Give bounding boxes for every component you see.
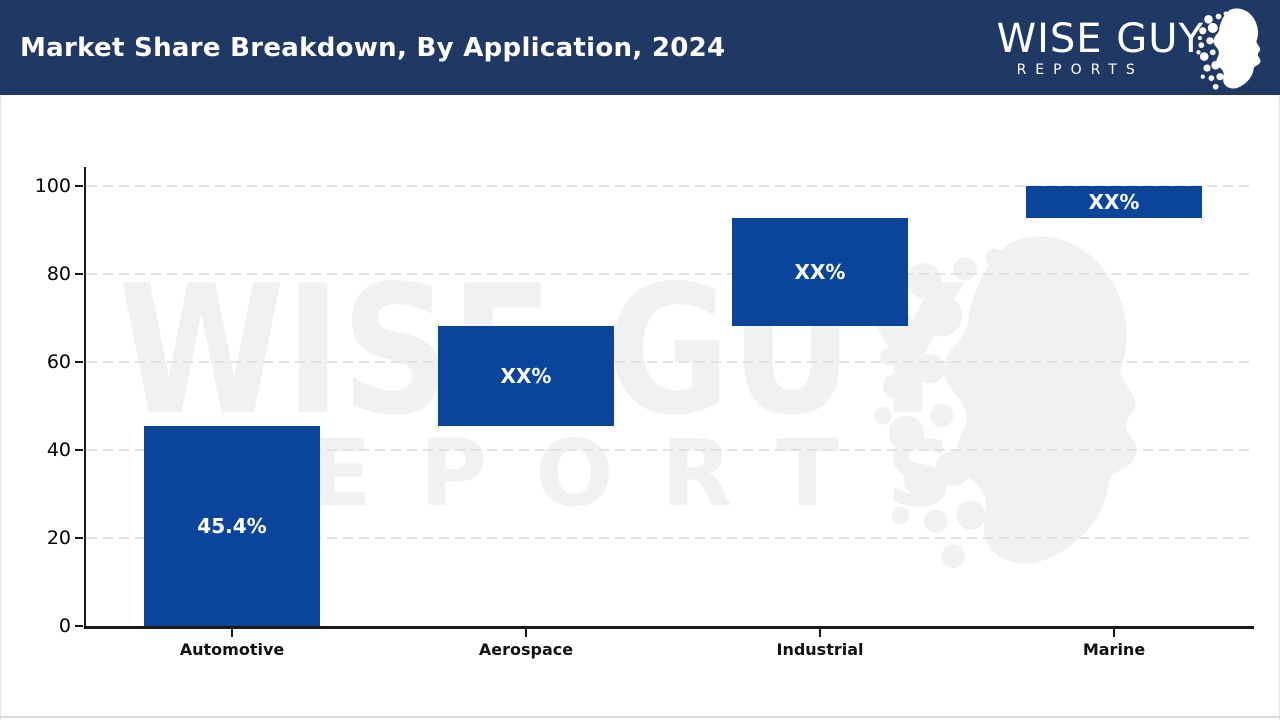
y-tick-label-40: 40 — [46, 438, 71, 461]
bar-marine — [1026, 185, 1202, 219]
category-label-aerospace: Aerospace — [478, 640, 574, 659]
y-tick-label-20: 20 — [46, 526, 71, 549]
brand-logo: WISE GUY REPORTS — [997, 6, 1268, 90]
y-tick-80 — [75, 272, 83, 275]
page-title: Market Share Breakdown, By Application, … — [20, 32, 726, 63]
category-label-automotive: Automotive — [179, 640, 285, 659]
bottom-divider — [0, 716, 1280, 718]
y-tick-100 — [75, 184, 83, 187]
gridline-100 — [87, 184, 1253, 187]
gridline-40 — [87, 448, 1253, 451]
y-tick-label-100: 100 — [34, 174, 71, 197]
brand-logo-text: WISE GUY REPORTS — [997, 17, 1204, 79]
bar-value-label-marine: XX% — [1088, 189, 1140, 214]
x-tick-marine — [1113, 629, 1115, 637]
y-tick-0 — [75, 625, 83, 627]
x-axis-line — [84, 626, 1254, 629]
bar-value-label-automotive: 45.4% — [197, 514, 267, 538]
y-tick-40 — [75, 448, 83, 451]
y-tick-20 — [75, 536, 83, 539]
bar-value-label-aerospace: XX% — [500, 363, 552, 388]
gridline-60 — [87, 360, 1253, 363]
x-tick-industrial — [819, 629, 821, 637]
category-label-marine: Marine — [1082, 640, 1146, 659]
y-axis-line — [84, 167, 86, 628]
y-tick-60 — [75, 360, 83, 363]
y-tick-label-80: 80 — [46, 262, 71, 285]
gridline-20 — [87, 536, 1253, 539]
brand-subname: REPORTS — [1016, 62, 1144, 78]
gridline-80 — [87, 272, 1253, 275]
bar-automotive — [144, 426, 320, 626]
x-tick-aerospace — [525, 629, 527, 637]
bar-industrial — [732, 218, 908, 326]
header-bar: Market Share Breakdown, By Application, … — [0, 0, 1280, 95]
bar-aerospace — [438, 325, 614, 426]
brand-name: WISE GUY — [996, 16, 1204, 62]
bar-value-label-industrial: XX% — [794, 259, 846, 284]
category-label-industrial: Industrial — [776, 640, 864, 659]
x-tick-automotive — [231, 629, 233, 637]
y-tick-label-0: 0 — [58, 615, 71, 637]
y-tick-label-60: 60 — [46, 350, 71, 373]
